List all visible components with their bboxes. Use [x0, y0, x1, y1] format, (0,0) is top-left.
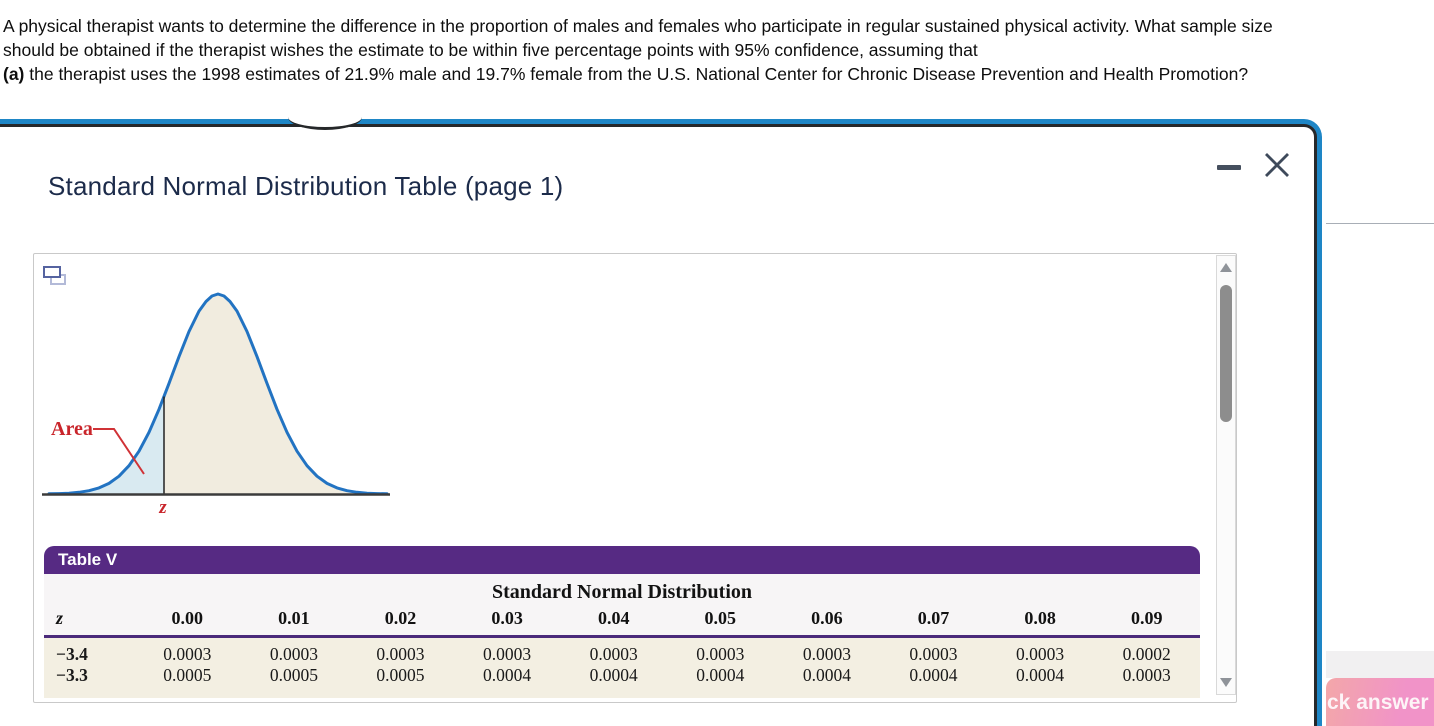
close-button[interactable] — [1262, 151, 1292, 179]
minus-icon — [1217, 165, 1241, 170]
table-content-area[interactable]: Area z Table V Standard Normal Distribut… — [33, 253, 1237, 703]
question-line-2: should be obtained if the therapist wish… — [3, 40, 978, 60]
table-cell: 0.0003 — [1016, 644, 1065, 664]
dialog-top-notch — [288, 116, 362, 130]
part-a-text: the therapist uses the 1998 estimates of… — [24, 64, 1249, 84]
x-icon — [1265, 153, 1289, 177]
column-header: 0.00 — [171, 608, 204, 628]
normal-curve-figure: Area z — [42, 292, 390, 518]
question-line-1: A physical therapist wants to determine … — [3, 16, 1273, 36]
table-cell: 0.0003 — [483, 644, 532, 664]
triangle-up-icon[interactable] — [1220, 263, 1232, 272]
table-v-label: Table V — [58, 550, 118, 569]
minimize-button[interactable] — [1213, 158, 1245, 180]
background-divider-line — [1326, 223, 1434, 224]
answer-bar-fragment — [1326, 651, 1434, 678]
curve-right-fill — [164, 294, 387, 494]
table-row: −3.4 0.0003 0.0003 0.0003 0.0003 0.0003 0.0003… — [44, 644, 1200, 665]
table-cell: 0.0005 — [376, 665, 425, 685]
z-value: −3.3 — [56, 665, 88, 685]
column-header: 0.04 — [597, 608, 630, 628]
table-row: −3.3 0.0005 0.0005 0.0005 0.0004 0.0004 0.0004… — [44, 665, 1200, 686]
area-left-fill — [49, 397, 164, 494]
table-cell: 0.0003 — [589, 644, 638, 664]
column-header: 0.02 — [384, 608, 417, 628]
triangle-down-icon[interactable] — [1220, 678, 1232, 687]
popout-icon-front — [43, 266, 61, 278]
column-header: 0.08 — [1024, 608, 1056, 628]
z-column-header: z — [56, 608, 64, 628]
check-answer-button[interactable]: ck answer — [1326, 678, 1434, 726]
table-cell: 0.0003 — [1122, 665, 1171, 685]
scrollbar-thumb[interactable] — [1220, 285, 1232, 422]
table-body: −3.4 0.0003 0.0003 0.0003 0.0003 0.0003 0.0003… — [44, 638, 1200, 698]
part-a-label: (a) — [3, 64, 25, 84]
table-cell: 0.0004 — [483, 665, 532, 685]
table-cell: 0.0003 — [802, 644, 851, 664]
table-cell: 0.0005 — [163, 665, 212, 685]
bell-curve — [47, 292, 389, 496]
table-cell: 0.0004 — [589, 665, 638, 685]
table-cell: 0.0002 — [1122, 644, 1171, 664]
table-cell: 0.0003 — [269, 644, 318, 664]
question-text: A physical therapist wants to determine … — [3, 14, 1433, 86]
column-header: 0.01 — [278, 608, 310, 628]
table-cell: 0.0005 — [269, 665, 318, 685]
column-header: 0.05 — [704, 608, 737, 628]
area-pointer-line — [93, 428, 145, 475]
table-cell: 0.0003 — [909, 644, 958, 664]
table-v-band: Table V — [44, 546, 1200, 574]
question-line-3: (a) the therapist uses the 1998 estimate… — [3, 62, 1433, 86]
table-caption: Standard Normal Distribution — [491, 581, 753, 603]
table-cell: 0.0004 — [802, 665, 851, 685]
table-cell: 0.0004 — [696, 665, 745, 685]
dialog-title: Standard Normal Distribution Table (page… — [48, 171, 564, 201]
area-label: Area — [51, 418, 93, 440]
table-cell: 0.0004 — [1016, 665, 1065, 685]
purple-rule — [44, 635, 1200, 638]
column-header-row: z 0.00 0.01 0.02 0.03 0.04 0.05 0.06 0.07 0.08 0.… — [44, 604, 1200, 635]
column-header: 0.03 — [491, 608, 523, 628]
table-cell: 0.0004 — [909, 665, 958, 685]
popout-icon[interactable] — [43, 266, 69, 288]
z-axis-label: z — [158, 497, 167, 518]
table-header: Standard Normal Distribution z 0.00 0.01 0… — [44, 574, 1200, 635]
column-header: 0.06 — [811, 608, 843, 628]
table-v: Table V Standard Normal Distribution z 0… — [44, 546, 1200, 698]
table-cell: 0.0003 — [696, 644, 745, 664]
z-value: −3.4 — [56, 644, 88, 664]
column-header: 0.09 — [1130, 608, 1163, 628]
table-cell: 0.0003 — [376, 644, 425, 664]
vertical-scrollbar[interactable] — [1216, 255, 1236, 695]
table-cell: 0.0003 — [163, 644, 212, 664]
column-header: 0.07 — [917, 608, 950, 628]
check-answer-label: ck answer — [1327, 691, 1429, 714]
